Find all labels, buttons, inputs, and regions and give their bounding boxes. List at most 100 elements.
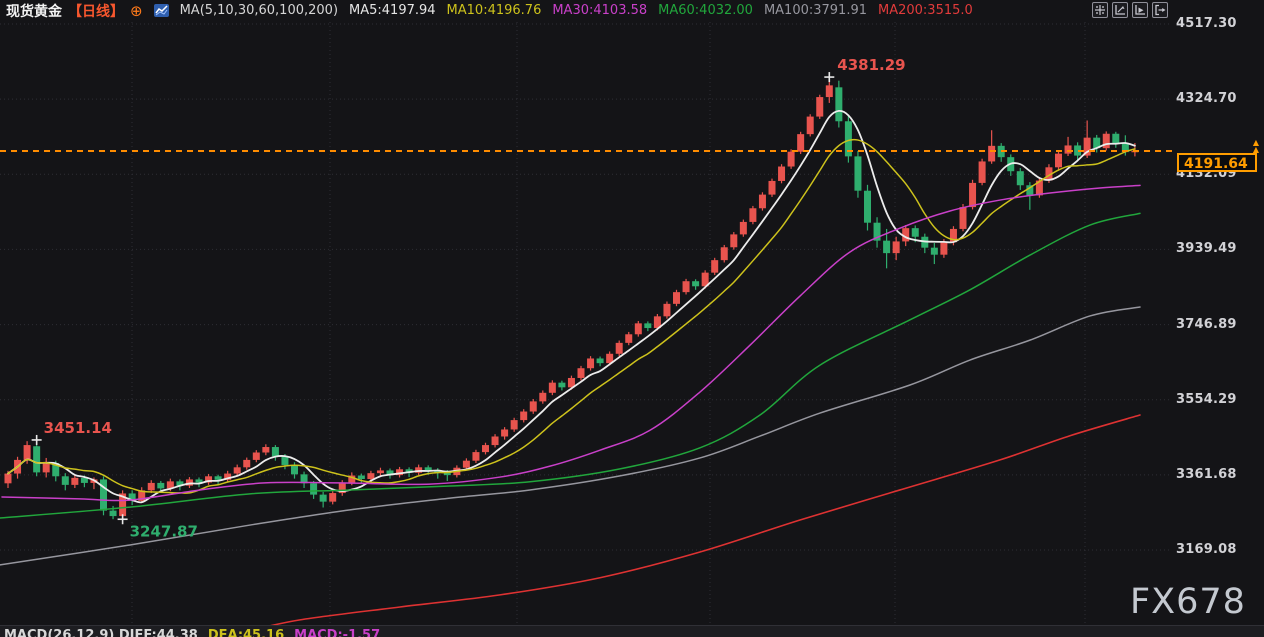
price-annotation: 3247.87 <box>130 522 198 540</box>
candle <box>615 340 623 357</box>
candle <box>233 464 241 477</box>
candle <box>835 80 843 128</box>
candle <box>157 480 165 492</box>
candle <box>596 356 604 367</box>
ma-line-ma60 <box>0 212 1141 519</box>
candle <box>1112 131 1120 148</box>
candle <box>319 491 327 508</box>
macd-pane[interactable]: MACD(26,12,9) DIFF:44.38 DEA:45.16 MACD:… <box>0 625 1264 637</box>
ma60-value: MA60:4032.00 <box>658 3 753 18</box>
crosshair-button[interactable] <box>1092 2 1108 18</box>
candle <box>558 380 566 391</box>
candle <box>892 236 900 261</box>
candle <box>205 473 213 485</box>
candle <box>625 331 633 346</box>
candle <box>663 301 671 319</box>
candle <box>730 232 738 250</box>
candle <box>396 466 404 478</box>
candle <box>300 471 308 488</box>
candle <box>367 470 375 482</box>
macd-value: MACD:-1.57 <box>294 628 381 637</box>
grid-layer <box>0 22 1172 625</box>
candle <box>864 184 871 231</box>
candle <box>921 233 929 254</box>
candle <box>806 114 814 137</box>
ma200-value: MA200:3515.0 <box>878 3 973 18</box>
candle <box>243 457 251 470</box>
candle <box>195 477 203 488</box>
candle <box>902 225 910 247</box>
candle <box>988 130 996 164</box>
candle <box>711 257 719 275</box>
candle <box>415 464 423 476</box>
candle <box>386 468 394 479</box>
candle <box>758 192 766 211</box>
candle <box>1074 142 1082 161</box>
y-axis-label: 3169.08 <box>1176 541 1237 557</box>
candle <box>548 380 556 396</box>
candle <box>577 365 585 381</box>
crosshair-icon <box>1095 5 1105 15</box>
candle <box>1102 131 1110 151</box>
exit-chart-button[interactable] <box>1152 2 1168 18</box>
chart-toolbar <box>1092 2 1168 18</box>
candle <box>787 149 795 169</box>
annotations-layer: 3451.14 3247.87 4381.29 <box>31 56 906 540</box>
candle <box>529 399 537 414</box>
ma-settings-label[interactable]: MA(5,10,30,60,100,200) <box>179 3 339 18</box>
expand-icon[interactable]: ⊕ <box>130 1 143 20</box>
candle <box>606 351 614 366</box>
candle <box>854 150 862 198</box>
candle <box>682 278 690 295</box>
watermark-logo: FX678 <box>1130 582 1246 622</box>
y-axis-label: 3554.29 <box>1176 391 1237 407</box>
candle <box>978 158 986 186</box>
ma-line-ma5 <box>7 109 1136 504</box>
exit-chart-icon <box>1155 4 1166 16</box>
ma-line-ma30 <box>1 184 1141 502</box>
candle <box>749 205 757 225</box>
candle <box>357 473 365 485</box>
ma100-value: MA100:3791.91 <box>763 3 867 18</box>
candle <box>42 457 50 478</box>
axis-zoom-out-icon <box>1135 5 1145 15</box>
candle <box>959 203 967 232</box>
ma10-value: MA10:4196.76 <box>446 3 542 18</box>
extreme-marker <box>117 514 128 525</box>
ma30-value: MA30:4103.58 <box>552 3 648 18</box>
axis-zoom-in-button[interactable] <box>1112 2 1128 18</box>
candle <box>310 480 318 499</box>
candle <box>587 356 595 371</box>
candle <box>376 467 384 477</box>
candle <box>147 480 155 494</box>
candle <box>644 321 652 332</box>
candle <box>768 178 776 197</box>
candle <box>1064 136 1072 156</box>
ma5-value: MA5:4197.94 <box>349 3 436 18</box>
price-annotation: 3451.14 <box>44 419 112 437</box>
candle <box>1093 134 1101 153</box>
macd-legend: MACD(26,12,9) DIFF:44.38 DEA:45.16 MACD:… <box>4 628 380 637</box>
candle <box>969 179 977 210</box>
candle <box>673 289 680 307</box>
ma-line-ma100 <box>0 306 1141 566</box>
candle <box>501 427 509 440</box>
candle <box>491 434 499 448</box>
candle <box>214 474 222 485</box>
chart-header: 现货黄金 【日线】 ⊕ MA(5,10,30,60,100,200) MA5:4… <box>6 0 973 21</box>
candle <box>185 477 193 488</box>
candle <box>816 94 824 119</box>
y-axis-label: 4324.70 <box>1176 91 1237 107</box>
candle <box>720 244 728 263</box>
candle <box>653 313 661 331</box>
y-axis-label: 3939.49 <box>1176 241 1237 257</box>
price-annotation: 4381.29 <box>837 56 905 74</box>
candle <box>462 458 470 471</box>
candle <box>1055 150 1062 170</box>
period-label[interactable]: 【日线】 <box>68 3 124 20</box>
chart-style-icon[interactable] <box>153 4 169 17</box>
y-axis-label: 3746.89 <box>1176 316 1237 332</box>
axis-zoom-out-button[interactable] <box>1132 2 1148 18</box>
